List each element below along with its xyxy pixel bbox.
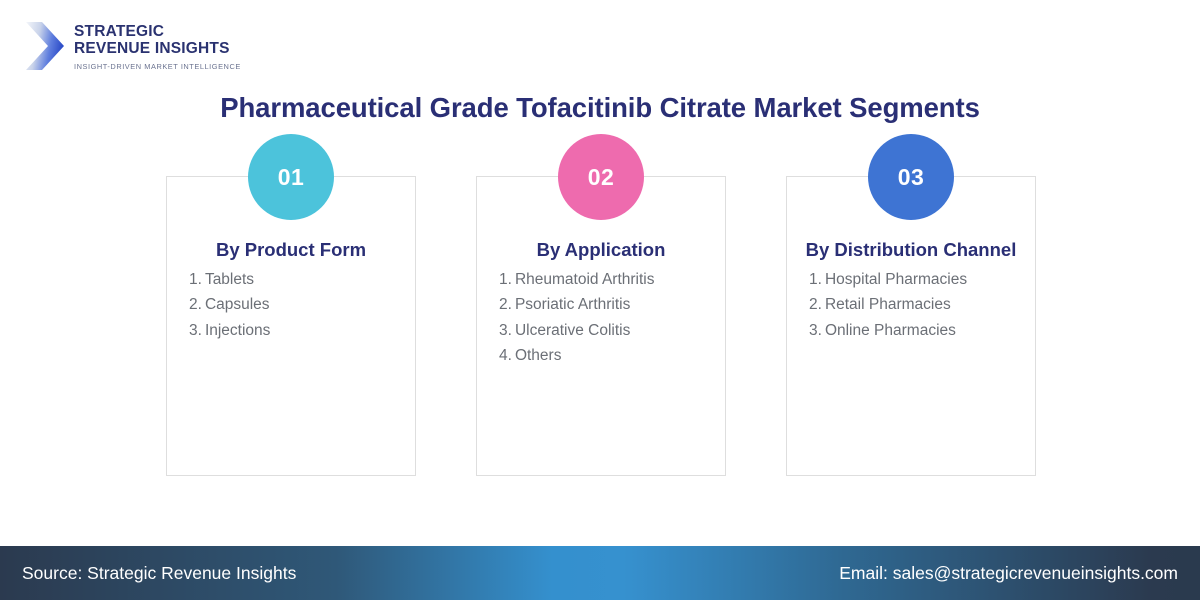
list-item-label: Injections: [204, 321, 271, 339]
list-item: 2. Capsules: [189, 292, 401, 317]
footer-email[interactable]: Email: sales@strategicrevenueinsights.co…: [839, 562, 1178, 583]
segment-heading: By Application: [536, 239, 666, 260]
list-item-label: Rheumatoid Arthritis: [514, 270, 655, 288]
list-item: 1. Tablets: [189, 267, 401, 292]
segment-badge-02: 02: [558, 134, 644, 220]
segment-card-body: By Application 1. Rheumatoid Arthritis 2.…: [477, 177, 725, 369]
list-item: 3. Ulcerative Colitis: [499, 318, 711, 343]
segment-cards: 01 By Product Form 1. Tablets 2. Capsules …: [166, 134, 1036, 476]
list-item-label: Retail Pharmacies: [824, 296, 951, 314]
list-item: 1. Hospital Pharmacies: [809, 267, 1021, 292]
segment-badge-01: 01: [248, 134, 334, 220]
list-item-number: 2.: [499, 296, 512, 314]
list-item-label: Ulcerative Colitis: [514, 321, 631, 339]
footer-source: Source: Strategic Revenue Insights: [22, 562, 297, 583]
list-item-label: Psoriatic Arthritis: [514, 296, 631, 314]
list-item-number: 1.: [499, 270, 512, 288]
list-item: 2. Retail Pharmacies: [809, 292, 1021, 317]
logo-name: STRATEGIC REVENUE INSIGHTS: [74, 23, 241, 58]
list-item-number: 2.: [809, 296, 822, 314]
list-item: 2. Psoriatic Arthritis: [499, 292, 711, 317]
list-item-label: Capsules: [204, 296, 270, 314]
segment-badge-number: 02: [587, 163, 615, 190]
chevron-right-gradient-icon: [26, 22, 64, 70]
list-item-number: 1.: [809, 270, 822, 288]
segment-card-application: 02 By Application 1. Rheumatoid Arthritis…: [476, 134, 726, 476]
list-item: 3. Online Pharmacies: [809, 318, 1021, 343]
segment-item-list: 1. Hospital Pharmacies 2. Retail Pharmacie…: [801, 267, 1021, 343]
list-item-label: Online Pharmacies: [824, 321, 956, 339]
segment-badge-number: 03: [897, 163, 925, 190]
segment-card-body: By Distribution Channel 1. Hospital Pharm…: [787, 177, 1035, 343]
brand-logo: STRATEGIC REVENUE INSIGHTS INSIGHT-DRIVE…: [22, 20, 241, 72]
list-item: 3. Injections: [189, 318, 401, 343]
footer-bar: Source: Strategic Revenue Insights Email…: [0, 546, 1200, 600]
list-item: 1. Rheumatoid Arthritis: [499, 267, 711, 292]
logo-name-line1: STRATEGIC: [74, 22, 165, 40]
logo-wordmark: STRATEGIC REVENUE INSIGHTS INSIGHT-DRIVE…: [74, 21, 241, 72]
segment-badge-number: 01: [277, 163, 305, 190]
list-item-number: 3.: [499, 321, 512, 339]
page-title: Pharmaceutical Grade Tofacitinib Citrate…: [220, 92, 980, 123]
segment-heading: By Product Form: [215, 239, 367, 260]
list-item-number: 3.: [809, 321, 822, 339]
segment-item-list: 1. Tablets 2. Capsules 3. Injections: [181, 267, 401, 343]
logo-name-line2: REVENUE INSIGHTS: [74, 40, 230, 57]
list-item-label: Others: [514, 347, 562, 365]
segment-item-list: 1. Rheumatoid Arthritis 2. Psoriatic Arthr…: [491, 267, 711, 369]
segment-card-distribution-channel: 03 By Distribution Channel 1. Hospital Ph…: [786, 134, 1036, 476]
list-item-number: 4.: [499, 347, 512, 365]
list-item-number: 2.: [189, 296, 202, 314]
segment-card-product-form: 01 By Product Form 1. Tablets 2. Capsules …: [166, 134, 416, 476]
logo-tagline: INSIGHT-DRIVEN MARKET INTELLIGENCE: [74, 62, 241, 72]
list-item-label: Tablets: [204, 270, 255, 288]
segment-heading: By Distribution Channel: [805, 239, 1017, 260]
list-item-label: Hospital Pharmacies: [824, 270, 968, 288]
list-item: 4. Others: [499, 343, 711, 368]
list-item-number: 3.: [189, 321, 202, 339]
list-item-number: 1.: [189, 270, 202, 288]
segment-card-body: By Product Form 1. Tablets 2. Capsules 3. I…: [167, 177, 415, 343]
segment-badge-03: 03: [868, 134, 954, 220]
